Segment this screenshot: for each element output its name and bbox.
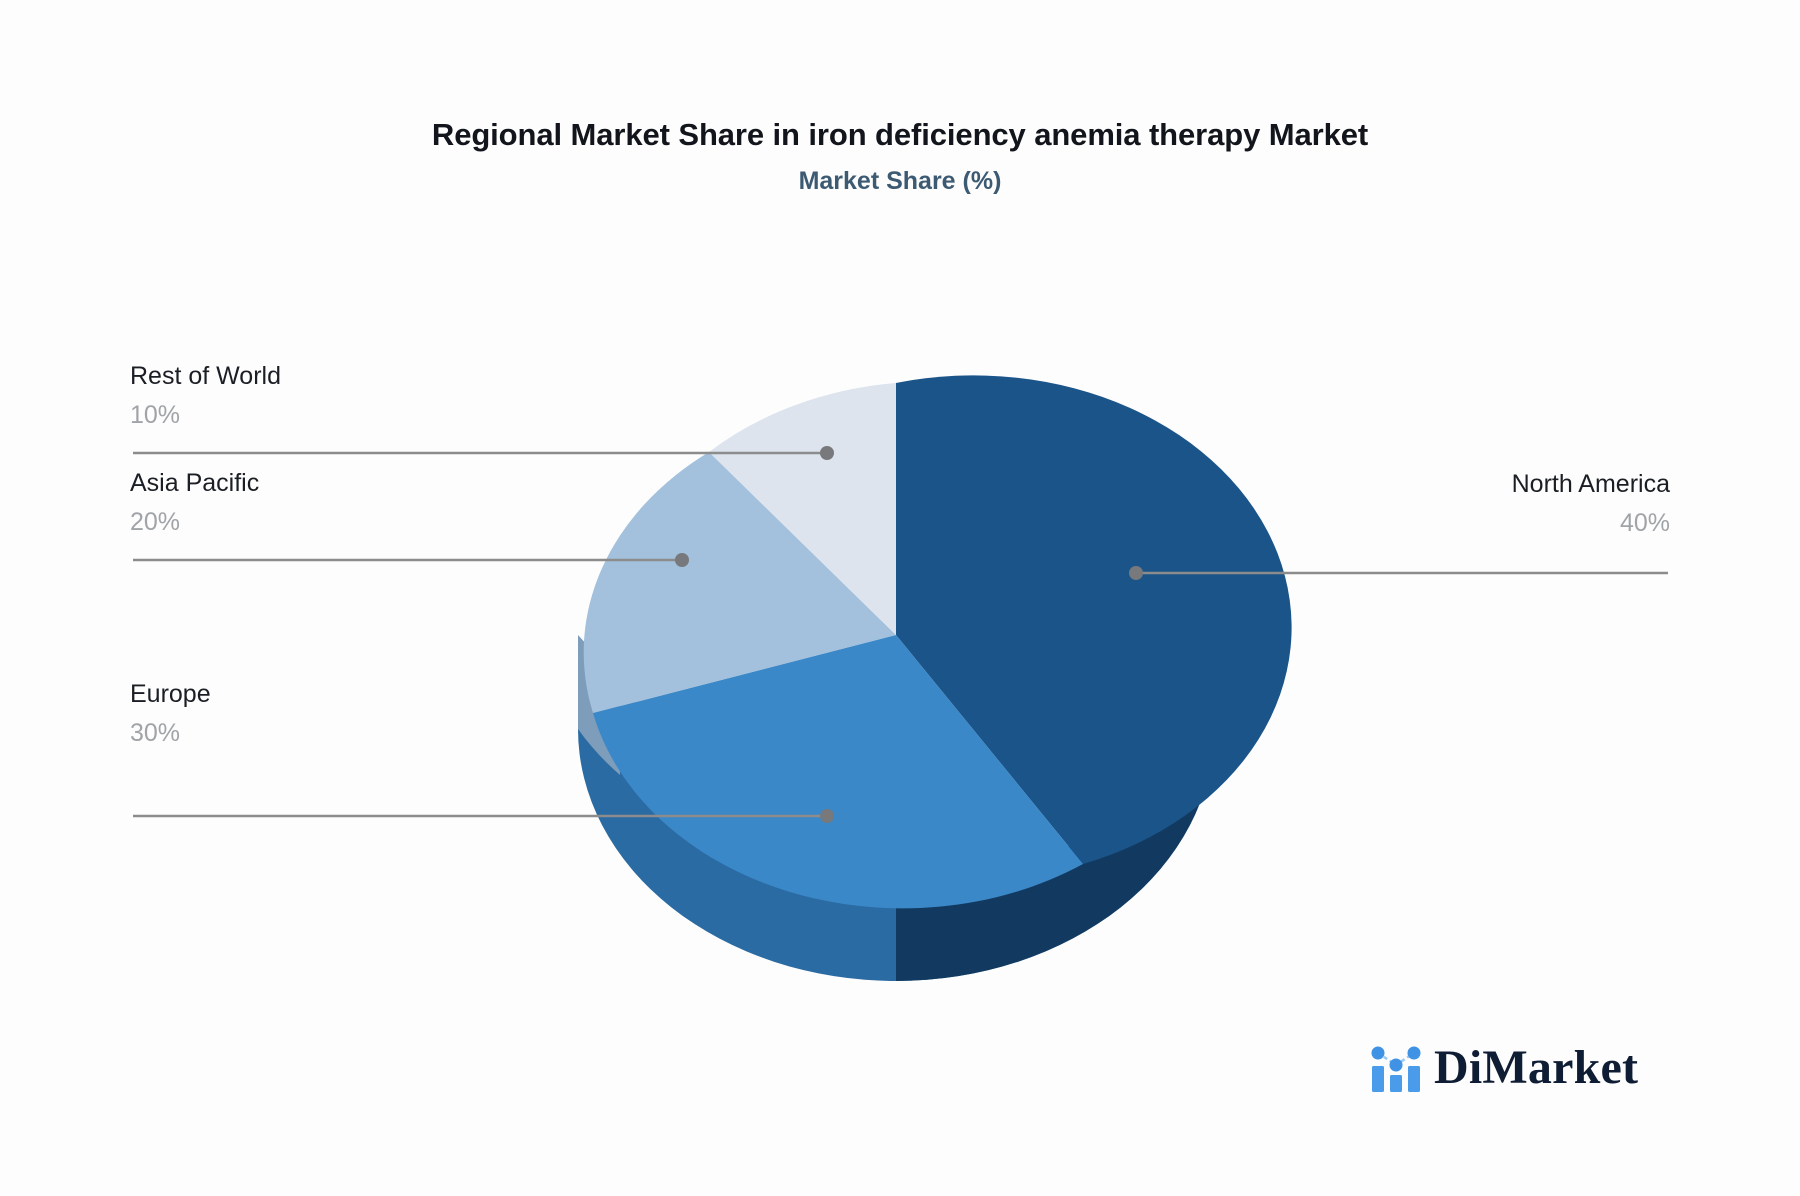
leader-dot-asia-pacific (675, 553, 689, 567)
leader-dot-europe (820, 809, 834, 823)
callout-asia-pacific: Asia Pacific 20% (130, 468, 600, 537)
callout-rest-of-world: Rest of World 10% (130, 361, 600, 430)
callout-label-europe: Europe (130, 680, 211, 708)
callout-label-rest-of-world: Rest of World (130, 362, 281, 390)
pie-slice-rest-of-world[interactable] (709, 383, 896, 635)
chart-subtitle: Market Share (%) (798, 167, 1002, 195)
callout-value-europe: 30% (130, 719, 181, 747)
brand-logo: DiMarket (1368, 1042, 1638, 1094)
leader-dots (675, 446, 1143, 823)
callout-value-asia-pacific: 20% (130, 508, 181, 536)
pie-slice-asia-pacific[interactable] (583, 452, 896, 713)
bar-chart-icon (1371, 1046, 1421, 1092)
leader-dot-north-america (1129, 566, 1143, 580)
callout-value-rest-of-world: 10% (130, 401, 181, 429)
pie-slice-north-america[interactable] (896, 375, 1292, 864)
page-title: Regional Market Share in iron deficiency… (431, 117, 1369, 152)
pie-slices (583, 375, 1292, 909)
leader-lines (133, 451, 1668, 818)
brand-name: DiMarket (1434, 1041, 1639, 1094)
callout-north-america: North America 40% (1200, 469, 1670, 538)
pie-slice-europe[interactable] (593, 635, 1083, 909)
callout-label-asia-pacific: Asia Pacific (130, 469, 260, 497)
callout-value-north-america: 40% (1619, 509, 1670, 537)
callout-europe: Europe 30% (130, 679, 600, 748)
leader-dot-rest-of-world (820, 446, 834, 460)
callout-label-north-america: North America (1511, 470, 1670, 498)
